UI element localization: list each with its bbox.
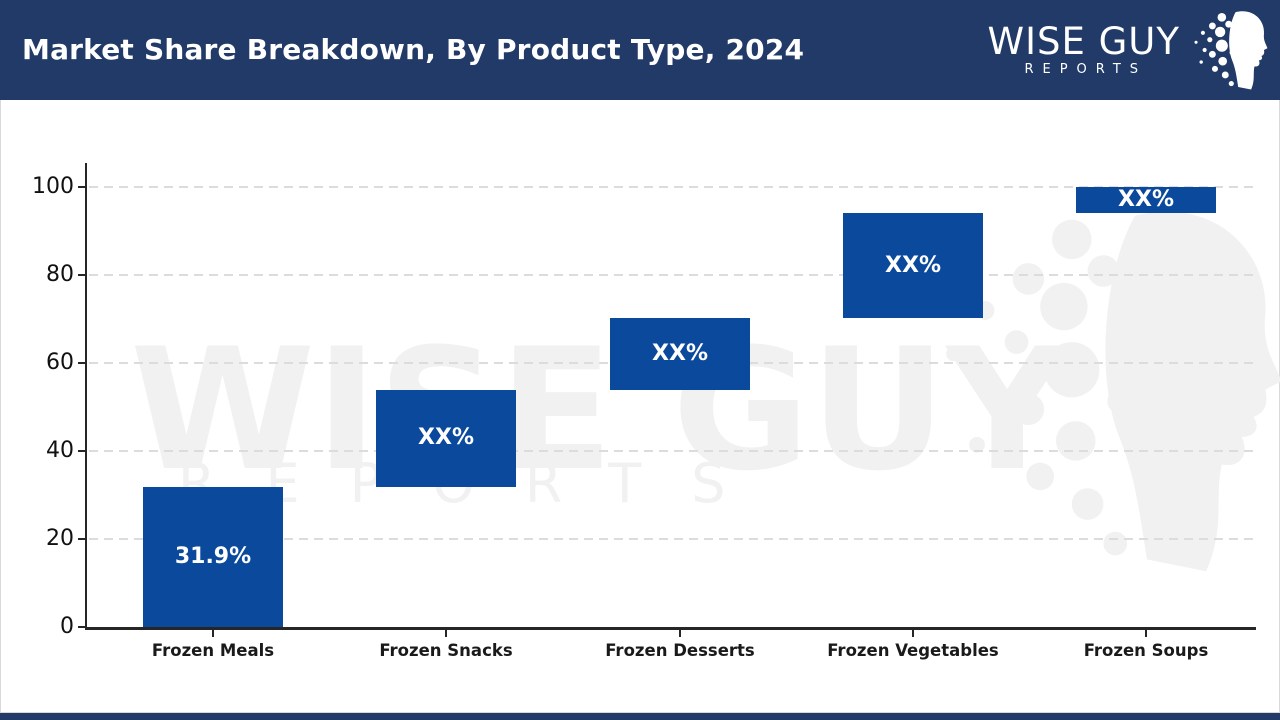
y-tick-mark — [78, 626, 87, 628]
gridline — [89, 538, 1256, 540]
y-tick-mark — [78, 450, 87, 452]
x-label-frozen-snacks: Frozen Snacks — [379, 641, 513, 660]
bar-value-label: 31.9% — [174, 543, 252, 569]
y-tick-label: 0 — [60, 614, 74, 639]
bar-frozen-vegetables: XX% — [843, 212, 983, 319]
x-tick-mark — [679, 629, 681, 637]
bar-value-label: XX% — [1118, 186, 1174, 212]
y-tick-label: 100 — [32, 174, 74, 199]
bar-value-label: XX% — [652, 340, 708, 366]
x-label-frozen-desserts: Frozen Desserts — [605, 641, 755, 660]
bar-frozen-meals: 31.9% — [143, 486, 283, 627]
y-tick-label: 80 — [46, 262, 74, 287]
header-bar: Market Share Breakdown, By Product Type,… — [0, 0, 1280, 100]
x-tick-mark — [1145, 629, 1147, 637]
gridline — [89, 450, 1256, 452]
footer-bar — [0, 713, 1280, 720]
x-tick-mark — [445, 629, 447, 637]
y-tick-mark — [78, 274, 87, 276]
x-label-frozen-meals: Frozen Meals — [151, 641, 275, 660]
x-tick-mark — [912, 629, 914, 637]
x-tick-mark — [212, 629, 214, 637]
bar-frozen-desserts: XX% — [610, 318, 750, 390]
bar-value-label: XX% — [418, 425, 474, 451]
bar-frozen-soups: XX% — [1076, 187, 1216, 213]
y-axis-spine — [85, 163, 87, 630]
x-label-frozen-vegetables: Frozen Vegetables — [827, 641, 999, 660]
y-tick-label: 20 — [46, 526, 74, 551]
logo: WISE GUY REPORTS — [988, 6, 1270, 94]
y-tick-mark — [78, 362, 87, 364]
y-tick-label: 60 — [46, 350, 74, 375]
logo-reports-text: REPORTS — [1024, 62, 1148, 78]
y-tick-mark — [78, 538, 87, 540]
logo-wiseguy-text: WISE GUY — [987, 19, 1180, 63]
y-tick-mark — [78, 186, 87, 188]
logo-text: WISE GUY REPORTS — [987, 19, 1180, 78]
page-title: Market Share Breakdown, By Product Type,… — [22, 33, 805, 66]
x-axis-spine — [85, 627, 1256, 630]
bar-frozen-snacks: XX% — [376, 389, 516, 487]
y-tick-label: 40 — [46, 438, 74, 463]
x-label-frozen-soups: Frozen Soups — [1083, 641, 1209, 660]
bar-value-label: XX% — [885, 252, 941, 278]
gridline — [89, 274, 1256, 276]
gridline — [89, 186, 1256, 188]
